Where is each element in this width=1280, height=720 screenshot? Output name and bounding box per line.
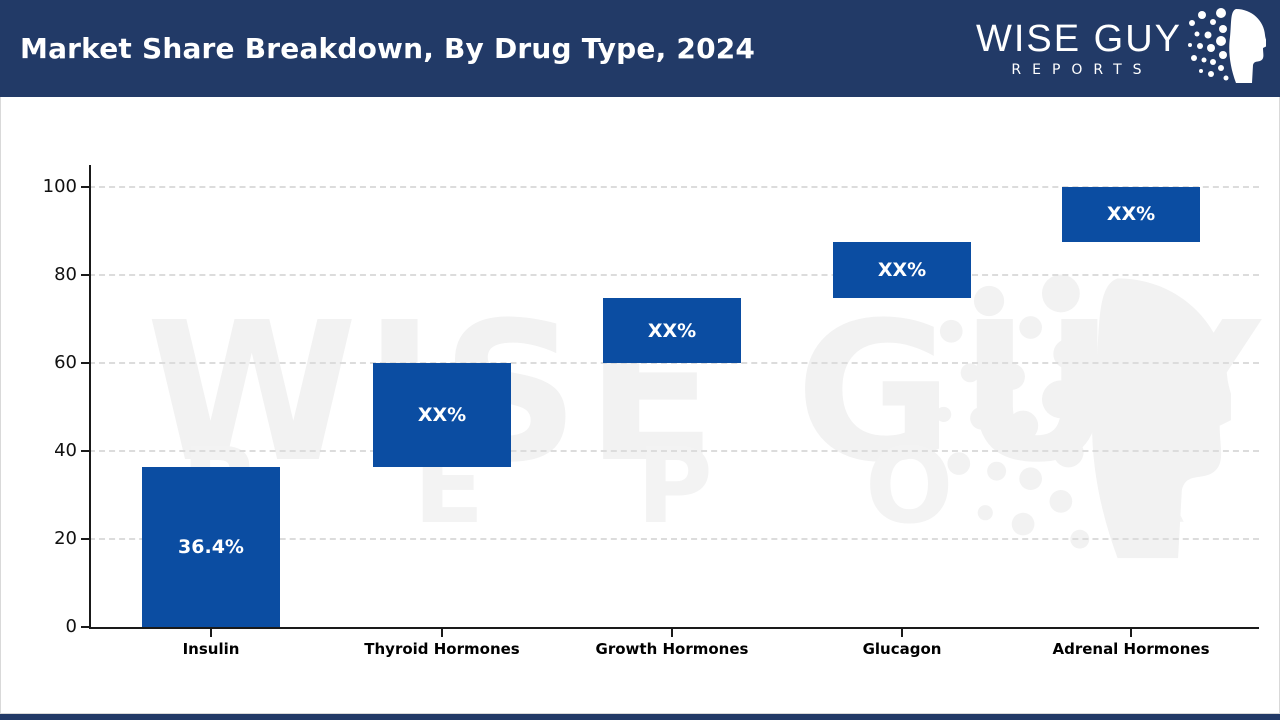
gridline-100 <box>89 186 1259 188</box>
bar-value-label: XX% <box>877 258 927 281</box>
bar-value-label: 36.4% <box>178 535 244 558</box>
y-tick-mark-80 <box>81 274 89 276</box>
gridline-20 <box>89 538 1259 540</box>
bar-adrenal-hormones: XX% <box>1062 187 1200 242</box>
brand-wordmark-line1: WISE GUY <box>975 18 1182 60</box>
footer-bar <box>0 714 1280 720</box>
chart-area: WISE GUY R E P O R T S 02040608010036.4%… <box>0 97 1280 714</box>
y-tick-mark-60 <box>81 362 89 364</box>
y-tick-label-0: 0 <box>65 616 77 637</box>
x-category-label: Thyroid Hormones <box>364 640 520 658</box>
y-tick-label-20: 20 <box>54 528 77 549</box>
x-category-label: Growth Hormones <box>595 640 749 658</box>
x-tick-mark-0 <box>210 629 212 637</box>
x-category-label: Glucagon <box>862 640 942 658</box>
brand-logo: WISE GUY REPORTS <box>976 7 1268 91</box>
x-category-label: Insulin <box>182 640 240 658</box>
y-tick-mark-40 <box>81 450 89 452</box>
x-axis-line <box>89 627 1259 629</box>
brand-wordmark: WISE GUY REPORTS <box>976 20 1182 77</box>
y-tick-mark-0 <box>81 626 89 628</box>
gridline-40 <box>89 450 1259 452</box>
bar-value-label: XX% <box>417 403 467 426</box>
bar-growth-hormones: XX% <box>603 298 741 363</box>
bar-insulin: 36.4% <box>142 466 280 627</box>
plot: 0 20 40 60 80 100 36.4% Insulin XX% Thyroid Hormo… <box>1 97 1279 714</box>
watermark-face-icon <box>921 207 1236 641</box>
x-category-label: Adrenal Hormones <box>1052 640 1210 658</box>
bar-value-label: XX% <box>1106 203 1156 226</box>
bar-value-label: XX% <box>647 319 697 342</box>
y-tick-mark-100 <box>81 186 89 188</box>
x-tick-mark-2 <box>671 629 673 637</box>
x-tick-mark-3 <box>901 629 903 637</box>
y-axis-line <box>89 165 91 629</box>
y-tick-label-80: 80 <box>54 264 77 285</box>
y-tick-label-100: 100 <box>42 176 77 197</box>
dotted-face-icon <box>1184 7 1268 91</box>
bar-thyroid-hormones: XX% <box>373 363 511 467</box>
gridline-80 <box>89 274 1259 276</box>
y-tick-label-60: 60 <box>54 352 77 373</box>
bar-glucagon: XX% <box>833 241 971 299</box>
page-title: Market Share Breakdown, By Drug Type, 20… <box>20 32 756 65</box>
x-tick-mark-1 <box>441 629 443 637</box>
x-tick-mark-4 <box>1130 629 1132 637</box>
page-header: Market Share Breakdown, By Drug Type, 20… <box>0 0 1280 97</box>
y-tick-mark-20 <box>81 538 89 540</box>
brand-wordmark-line2: REPORTS <box>1011 62 1153 78</box>
bottom-border-line <box>0 713 1280 714</box>
y-tick-label-40: 40 <box>54 440 77 461</box>
gridline-60 <box>89 362 1259 364</box>
